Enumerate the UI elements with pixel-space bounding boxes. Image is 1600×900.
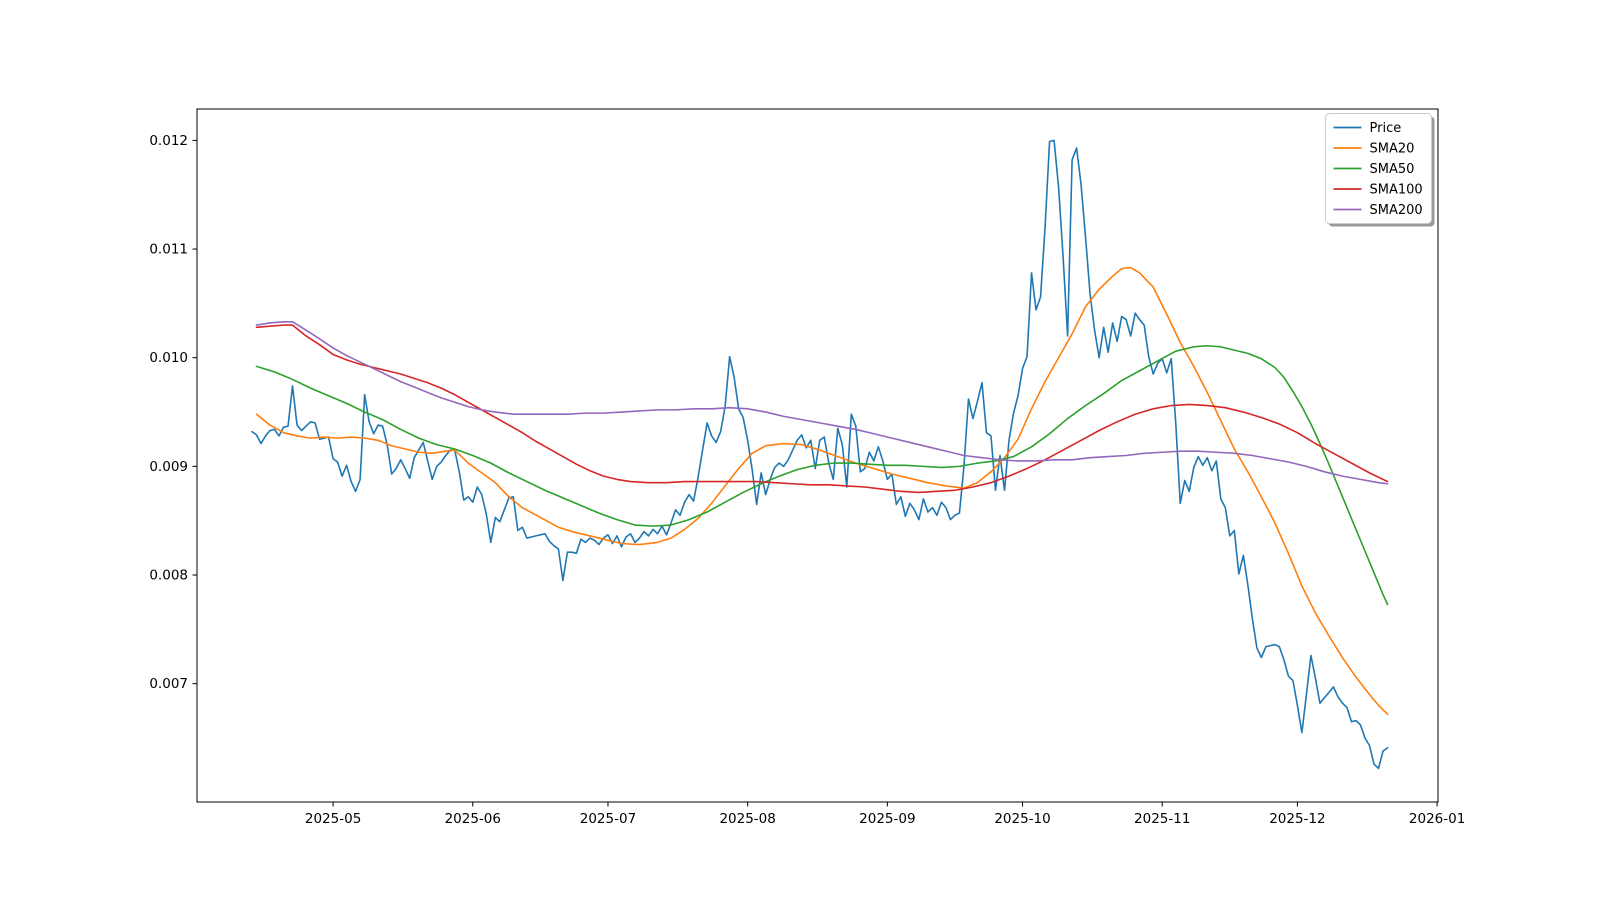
legend-label: Price [1370,121,1402,136]
x-tick-label: 2025-08 [719,811,775,827]
series-line-price [251,139,1389,770]
legend-item-sma50: SMA50 [1333,162,1415,177]
y-tick-label: 0.009 [149,459,188,475]
legend-label: SMA200 [1370,203,1423,218]
x-tick-label: 2025-07 [580,811,636,827]
axes-spines [196,108,1439,803]
series-line-sma100 [255,324,1389,494]
legend-item-sma100: SMA100 [1333,183,1423,198]
legend: Price SMA20 SMA50 SMA100 SMA200 [1325,113,1435,227]
legend-label: SMA50 [1370,162,1415,177]
series-line-sma20 [255,266,1389,715]
legend-item-sma200: SMA200 [1333,203,1423,218]
x-tick-label: 2025-10 [994,811,1050,827]
y-tick-label: 0.011 [149,242,188,258]
legend-label: SMA100 [1370,183,1423,198]
series-line-sma200 [255,321,1389,485]
y-tick-label: 0.010 [149,350,188,366]
x-tick-label: 2025-05 [305,811,361,827]
y-tick-label: 0.007 [149,676,188,692]
series-lines [251,139,1389,770]
x-tick-label: 2025-11 [1134,811,1190,827]
x-tick-label: 2025-12 [1269,811,1325,827]
x-tick-label: 2025-06 [445,811,501,827]
y-axis: 0.007 0.008 0.009 0.010 0.011 0.012 [149,133,197,692]
x-tick-label: 2025-09 [859,811,915,827]
x-axis: 2025-05 2025-06 2025-07 2025-08 2025-09 2025-… [305,802,1465,827]
y-tick-label: 0.008 [149,568,188,584]
legend-box [1325,113,1432,224]
x-tick-label: 2026-01 [1409,811,1465,827]
legend-label: SMA20 [1370,142,1415,157]
y-tick-label: 0.012 [149,133,188,149]
legend-item-price: Price [1333,121,1402,136]
series-line-sma50 [255,344,1389,606]
legend-item-sma20: SMA20 [1333,142,1415,157]
